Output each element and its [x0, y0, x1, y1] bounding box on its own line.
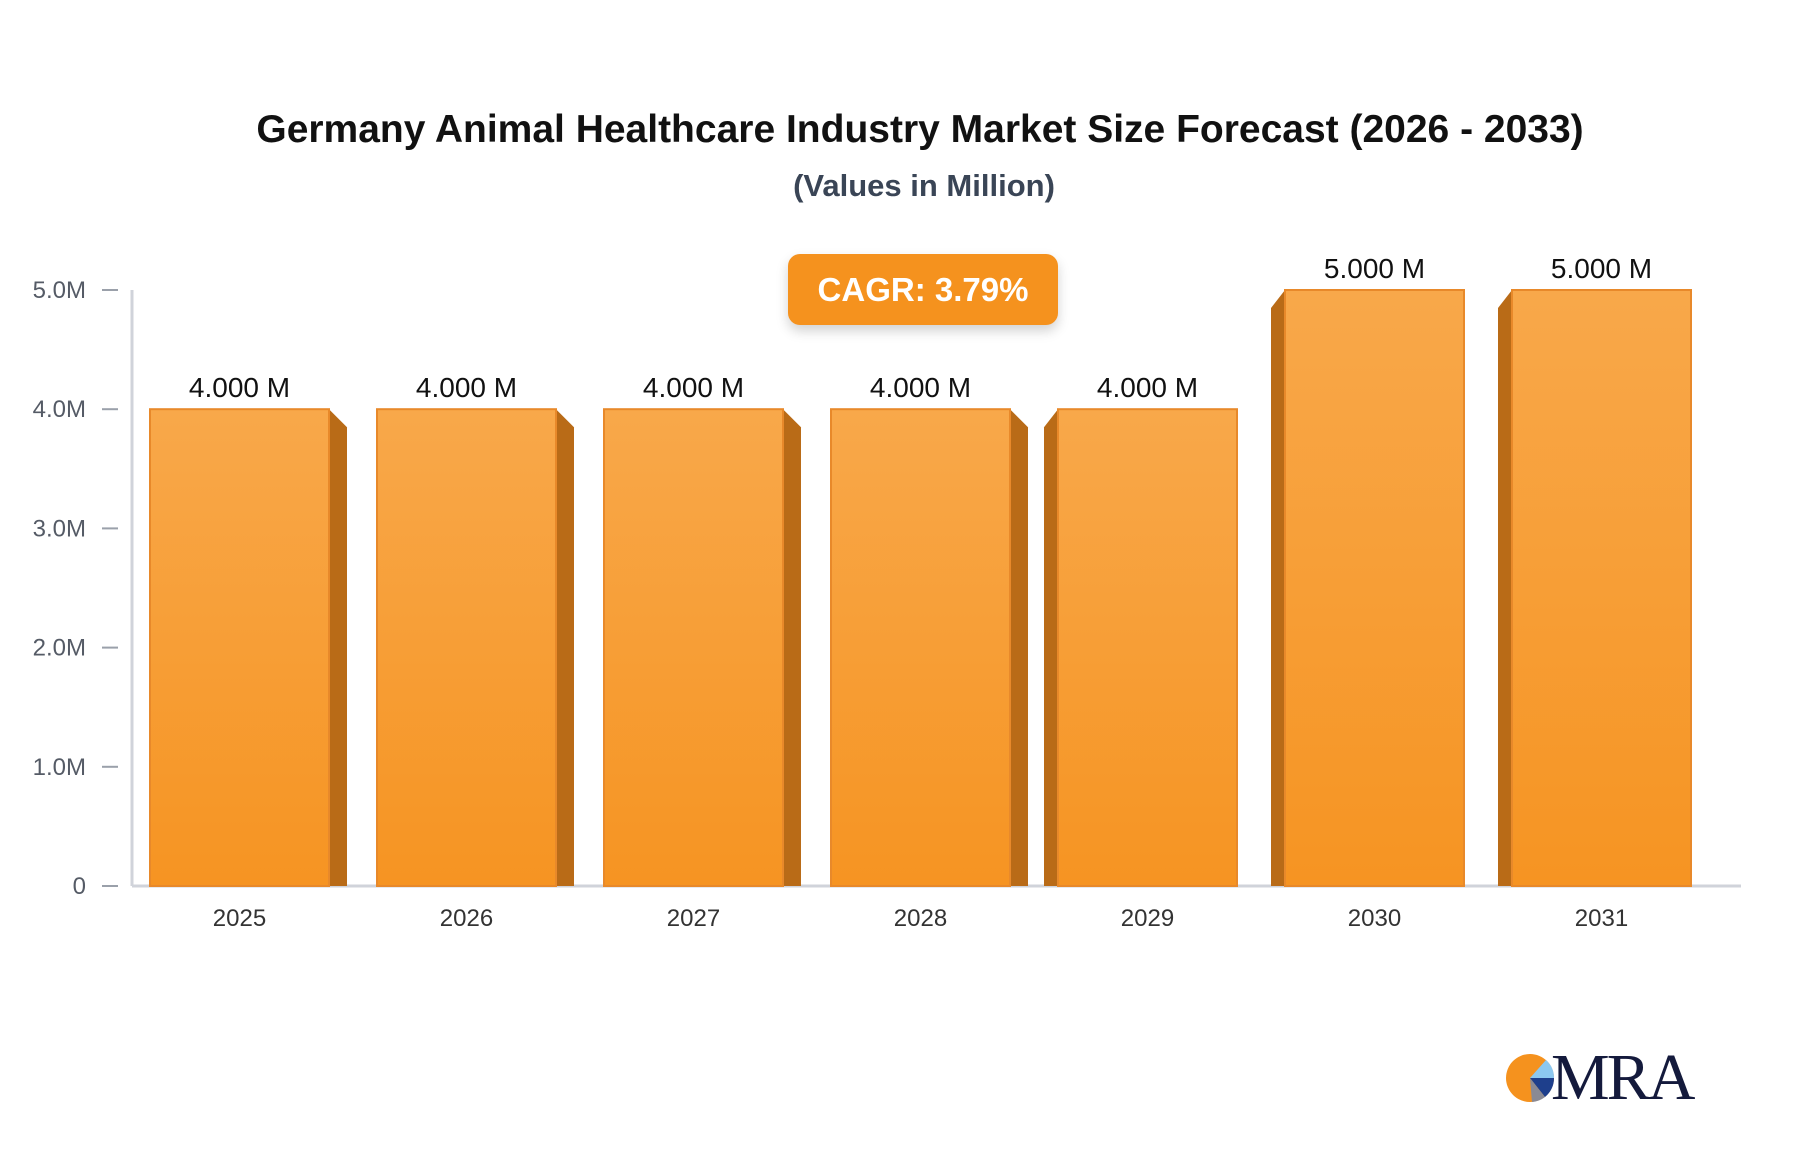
- data-label: 4.000 M: [870, 372, 971, 403]
- bar: [830, 408, 1011, 887]
- bar-side: [556, 409, 574, 886]
- x-tick-label: 2030: [1348, 905, 1401, 932]
- bar: [376, 408, 557, 887]
- data-label: 5.000 M: [1324, 253, 1425, 284]
- x-tick-label: 2025: [213, 905, 266, 932]
- y-tick-label: 5.0M: [33, 277, 86, 304]
- data-label: 4.000 M: [416, 372, 517, 403]
- cagr-badge: CAGR: 3.79%: [788, 254, 1058, 325]
- y-tick-label: 2.0M: [33, 635, 86, 662]
- data-label: 4.000 M: [643, 372, 744, 403]
- logo-text: MRA: [1551, 1041, 1695, 1114]
- x-tick-label: 2029: [1121, 905, 1174, 932]
- x-tick-label: 2026: [440, 905, 493, 932]
- bar-side: [1044, 409, 1058, 886]
- x-tick-label: 2028: [894, 905, 947, 932]
- bar: [603, 408, 784, 887]
- x-tick-label: 2031: [1575, 905, 1628, 932]
- bar-2029: 4.000 M 2029: [1044, 372, 1238, 932]
- data-label: 4.000 M: [189, 372, 290, 403]
- bar-2028: 4.000 M 2028: [830, 372, 1028, 932]
- x-tick-label: 2027: [667, 905, 720, 932]
- y-tick-label: 1.0M: [33, 754, 86, 781]
- data-label: 5.000 M: [1551, 253, 1652, 284]
- mra-logo: MRA: [1505, 1040, 1695, 1116]
- chart-subtitle: (Values in Million): [793, 168, 1055, 203]
- bar: [1284, 289, 1465, 887]
- bar: [149, 408, 330, 887]
- bar-side: [783, 409, 801, 886]
- bar-2027: 4.000 M 2027: [603, 372, 801, 932]
- bar-side: [329, 409, 347, 886]
- bar: [1057, 408, 1238, 887]
- bar: [1511, 289, 1692, 887]
- bar-2026: 4.000 M 2026: [376, 372, 574, 932]
- bar-side: [1271, 290, 1285, 886]
- bar-2030: 5.000 M 2030: [1271, 253, 1465, 932]
- bar-2031: 5.000 M 2031: [1498, 253, 1692, 932]
- bar-side: [1010, 409, 1028, 886]
- chart-title: Germany Animal Healthcare Industry Marke…: [256, 108, 1584, 151]
- bar-side: [1498, 290, 1512, 886]
- pie-logo-icon: [1506, 1054, 1555, 1102]
- y-tick-label: 3.0M: [33, 515, 86, 542]
- y-tick-label: 4.0M: [33, 396, 86, 423]
- y-tick-label: 0: [73, 873, 86, 900]
- bar-2025: 4.000 M 2025: [149, 372, 347, 932]
- data-label: 4.000 M: [1097, 372, 1198, 403]
